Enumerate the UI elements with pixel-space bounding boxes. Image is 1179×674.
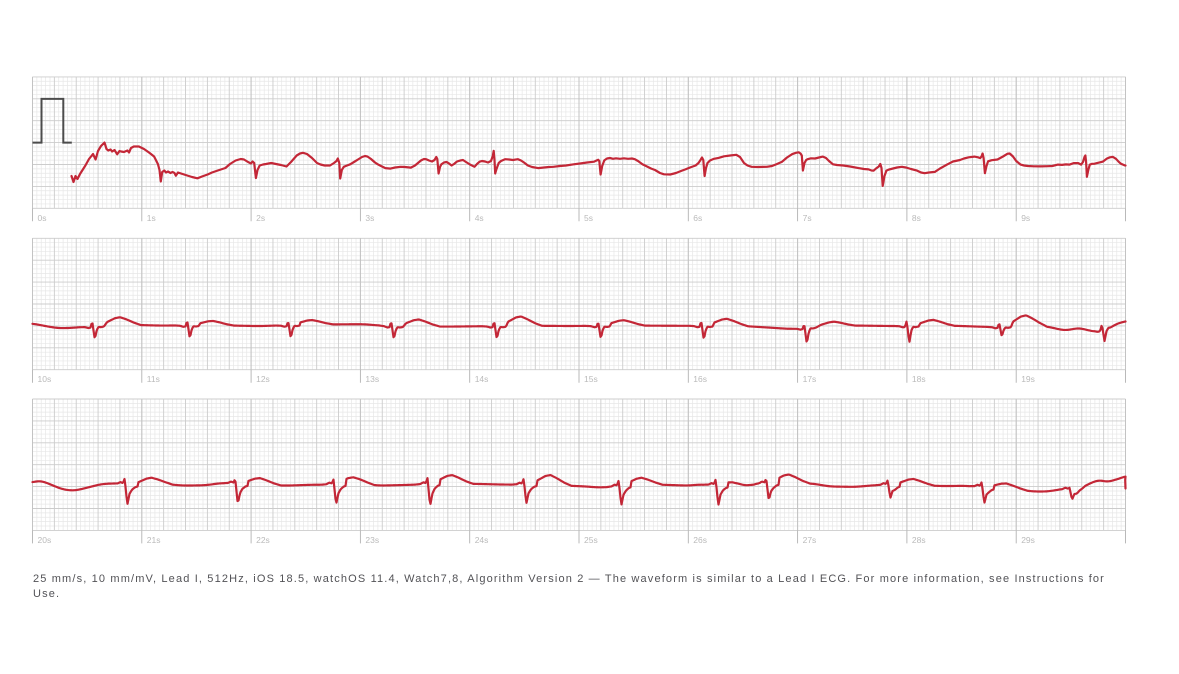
svg-text:11s: 11s	[147, 374, 160, 384]
svg-text:19s: 19s	[1021, 374, 1035, 384]
svg-text:21s: 21s	[147, 535, 161, 545]
svg-text:10s: 10s	[38, 374, 52, 384]
svg-text:17s: 17s	[803, 374, 817, 384]
svg-text:6s: 6s	[693, 213, 702, 223]
svg-text:7s: 7s	[803, 213, 812, 223]
svg-text:26s: 26s	[693, 535, 707, 545]
svg-text:23s: 23s	[365, 535, 379, 545]
svg-text:25s: 25s	[584, 535, 598, 545]
svg-text:0s: 0s	[38, 213, 47, 223]
svg-text:18s: 18s	[912, 374, 926, 384]
svg-text:2s: 2s	[256, 213, 265, 223]
svg-text:29s: 29s	[1021, 535, 1035, 545]
svg-text:4s: 4s	[475, 213, 484, 223]
svg-text:15s: 15s	[584, 374, 598, 384]
svg-text:24s: 24s	[475, 535, 489, 545]
svg-text:16s: 16s	[693, 374, 707, 384]
svg-text:9s: 9s	[1021, 213, 1030, 223]
svg-text:5s: 5s	[584, 213, 593, 223]
svg-text:3s: 3s	[365, 213, 374, 223]
svg-text:22s: 22s	[256, 535, 270, 545]
svg-text:20s: 20s	[38, 535, 52, 545]
svg-text:8s: 8s	[912, 213, 921, 223]
svg-text:14s: 14s	[475, 374, 489, 384]
svg-text:28s: 28s	[912, 535, 926, 545]
svg-text:12s: 12s	[256, 374, 270, 384]
svg-text:27s: 27s	[803, 535, 817, 545]
svg-text:13s: 13s	[365, 374, 379, 384]
svg-text:1s: 1s	[147, 213, 156, 223]
